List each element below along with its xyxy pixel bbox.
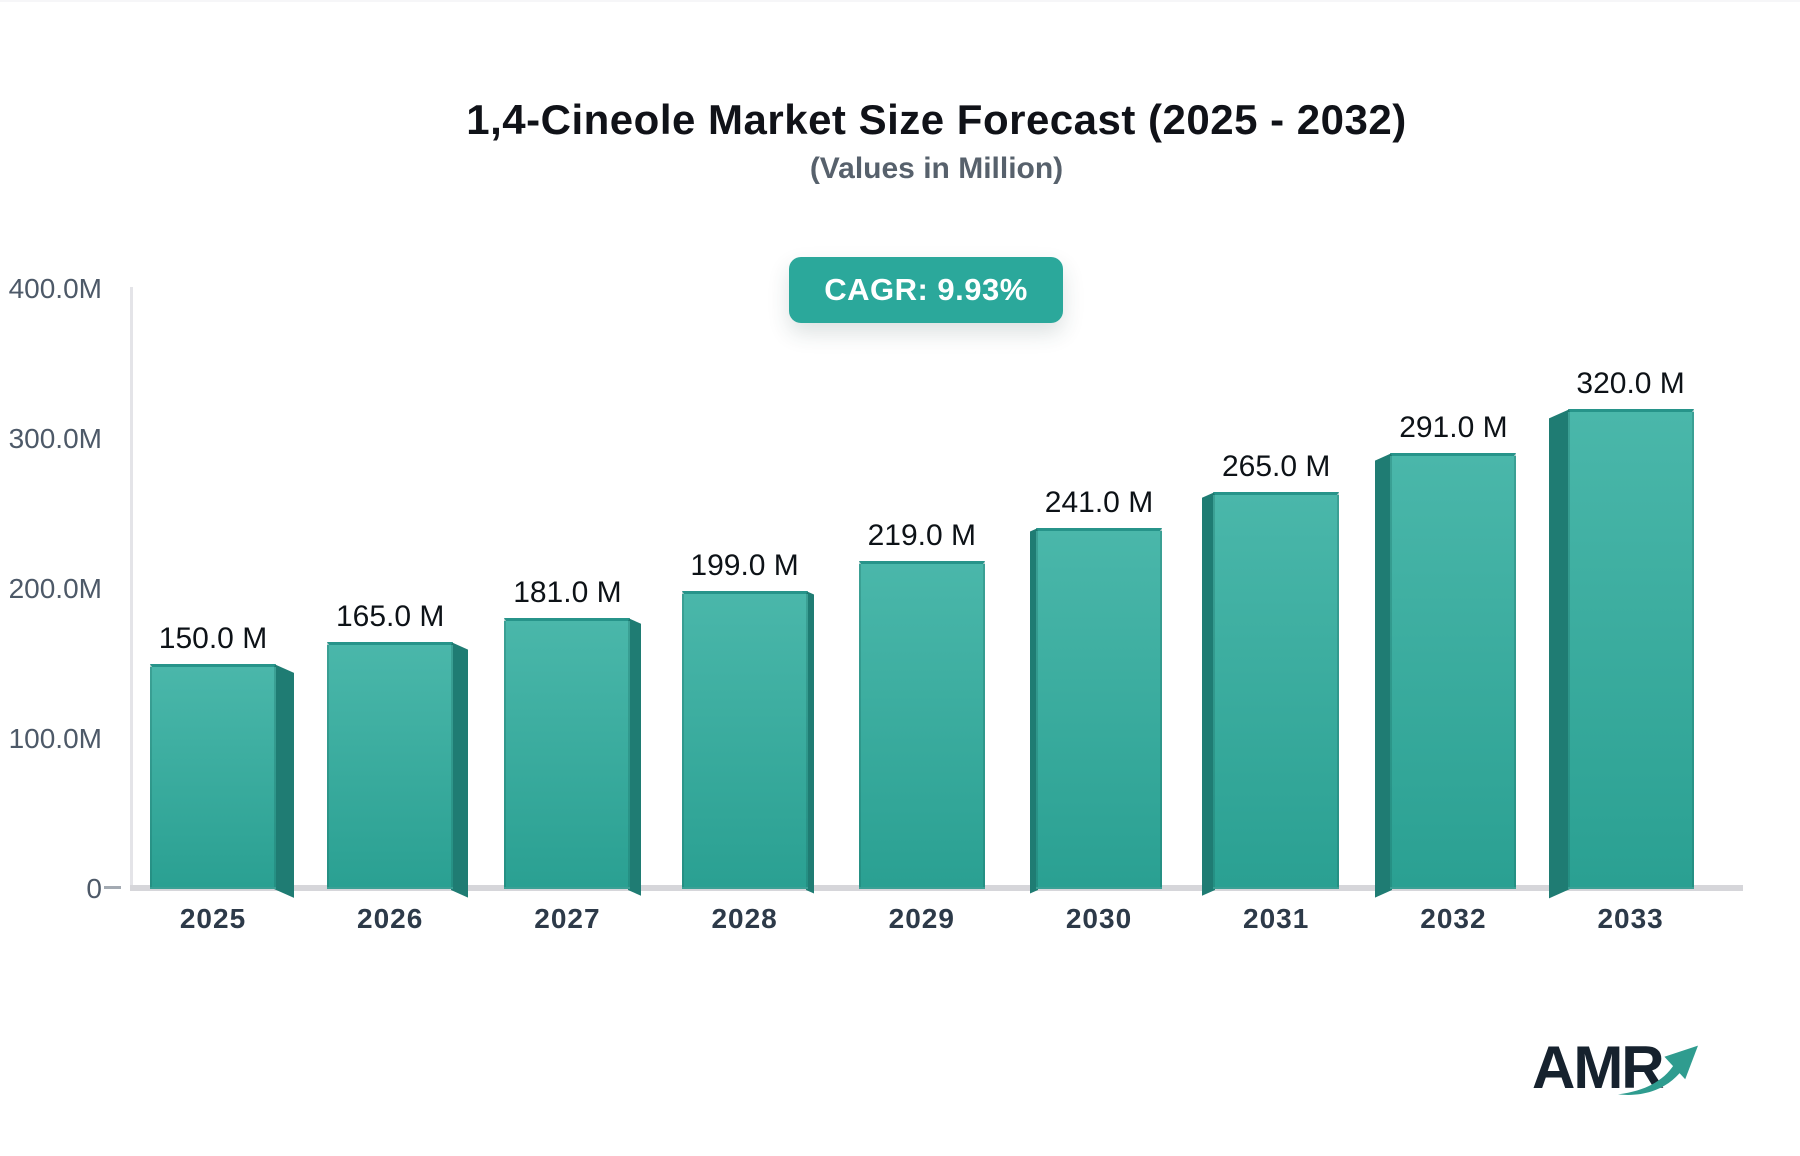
bar-2029 [858,560,985,889]
y-tick-label-0: 0 [86,873,102,904]
bar-2027 [504,617,631,889]
bar-2028 [681,590,808,889]
x-tick-label-2027: 2027 [534,903,601,934]
chart-subtitle: (Values in Million) [809,152,1064,185]
y-tick-label-200: 200.0M [8,573,102,604]
x-tick-label-2031: 2031 [1243,903,1310,934]
x-tick-label-2026: 2026 [357,903,424,934]
bar-side-face-2033 [1548,409,1570,899]
bar-side-face-2026 [451,641,469,897]
x-tick-label-2025: 2025 [179,903,247,934]
bar-2030 [1036,527,1162,889]
bar-2031 [1213,491,1340,889]
chart-title: 1,4-Cineole Market Size Forecast (2025 -… [466,96,1407,143]
y-axis-line [130,287,133,891]
bar-value-label-2028: 199.0 M [690,548,799,582]
cagr-badge: CAGR: 9.93% [789,257,1063,323]
bar-value-label-2027: 181.0 M [513,575,622,609]
growth-arrow-icon [1618,1045,1698,1095]
amr-logo-text: AMR [1532,1034,1665,1101]
amr-logo: AMR [1532,1038,1698,1098]
bar-2032 [1390,452,1517,889]
bar-value-label-2026: 165.0 M [335,599,445,633]
y-tick-label-400: 400.0M [8,273,102,304]
bar-value-label-2030: 241.0 M [1044,485,1154,519]
bar-2025 [150,664,276,889]
bar-value-label-2032: 291.0 M [1399,410,1508,444]
zero-tick-mark [104,886,121,889]
bar-value-label-2029: 219.0 M [867,518,976,552]
x-tick-label-2033: 2033 [1597,903,1664,934]
bar-value-label-2033: 320.0 M [1576,367,1685,400]
y-tick-label-300: 300.0M [8,423,102,454]
bar-value-label-2031: 265.0 M [1221,449,1331,483]
y-tick-label-100: 100.0M [8,723,102,754]
x-tick-label-2028: 2028 [711,903,778,934]
x-tick-label-2032: 2032 [1420,903,1487,934]
bar-value-label-2025: 150.0 M [158,622,268,655]
bar-2033 [1567,409,1694,889]
x-tick-label-2029: 2029 [888,903,955,934]
x-tick-label-2030: 2030 [1065,903,1133,934]
bar-2026 [327,641,454,889]
bar-side-face-2025 [274,664,294,898]
